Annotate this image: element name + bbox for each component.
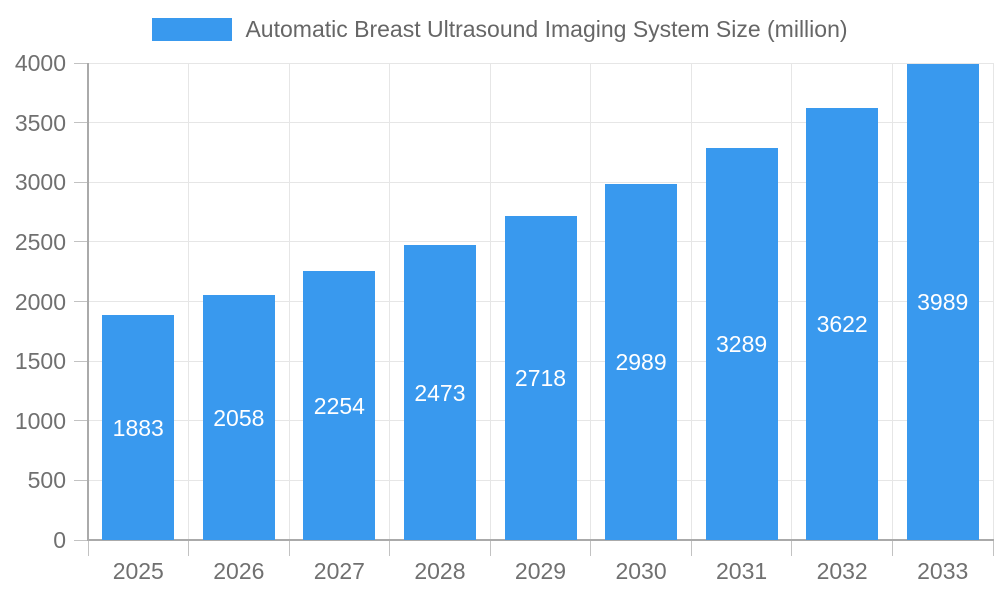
x-tick <box>288 540 290 556</box>
x-gridline <box>690 63 692 540</box>
x-tick <box>188 540 190 556</box>
y-axis-line <box>87 63 89 541</box>
x-tick <box>87 540 89 556</box>
y-axis-label: 2000 <box>14 288 66 315</box>
bar-value-label: 2473 <box>414 379 466 406</box>
bar[interactable] <box>705 148 778 540</box>
y-axis-label: 4000 <box>14 50 66 76</box>
y-tick <box>74 181 88 183</box>
legend-swatch <box>152 18 233 41</box>
bar[interactable] <box>303 271 376 540</box>
bar[interactable] <box>906 64 979 540</box>
bar[interactable] <box>605 184 678 540</box>
x-tick <box>389 540 391 556</box>
y-axis-label: 3500 <box>14 109 66 136</box>
y-axis-label: 3000 <box>14 169 66 196</box>
y-gridline <box>88 181 993 183</box>
bar-value-label: 2058 <box>213 404 265 431</box>
legend-label: Automatic Breast Ultrasound Imaging Syst… <box>245 16 848 42</box>
bar[interactable] <box>806 108 879 540</box>
x-tick <box>590 540 592 556</box>
x-tick <box>791 540 793 556</box>
y-axis-label: 1000 <box>14 407 66 434</box>
bar[interactable] <box>403 245 476 540</box>
bar[interactable] <box>504 216 577 540</box>
x-axis-label: 2032 <box>816 558 868 584</box>
y-axis-label: 500 <box>27 467 66 494</box>
legend[interactable]: Automatic Breast Ultrasound Imaging Syst… <box>0 16 1000 43</box>
x-gridline <box>590 63 592 540</box>
bar-value-label: 3289 <box>716 331 768 357</box>
x-tick <box>489 540 491 556</box>
y-gridline <box>88 122 993 124</box>
x-axis-label: 2026 <box>213 558 265 584</box>
y-tick <box>74 62 88 64</box>
y-gridline <box>88 62 993 64</box>
x-axis-label: 2028 <box>414 558 466 584</box>
bar-value-label: 2254 <box>313 392 365 419</box>
y-tick <box>74 360 88 362</box>
x-axis-label: 2033 <box>917 558 969 584</box>
x-axis-label: 2029 <box>514 558 567 584</box>
bar-value-label: 3989 <box>917 289 969 315</box>
x-gridline <box>891 63 893 540</box>
x-gridline <box>489 63 491 540</box>
y-tick <box>74 301 88 302</box>
x-axis-label: 2031 <box>716 558 768 584</box>
x-tick <box>891 540 893 556</box>
bar-value-label: 1883 <box>112 414 164 441</box>
x-gridline <box>288 63 290 540</box>
x-gridline <box>389 63 391 540</box>
bar-value-label: 3622 <box>816 311 868 337</box>
y-tick <box>74 122 88 124</box>
x-axis-label: 2027 <box>313 558 365 584</box>
y-axis-label: 1500 <box>14 348 66 375</box>
y-tick <box>74 420 88 422</box>
bar-value-label: 2718 <box>514 365 567 391</box>
y-axis-label: 0 <box>53 527 66 553</box>
x-axis-label: 2025 <box>112 558 164 584</box>
bar-value-label: 2989 <box>615 349 667 375</box>
x-axis-line <box>87 539 994 541</box>
bar[interactable] <box>102 315 175 540</box>
y-tick <box>74 479 88 481</box>
plot-area: 0 500 1000 1500 2000 2500 3000 3500 4000 1883 2025… <box>15 50 994 584</box>
x-tick <box>690 540 692 556</box>
x-gridline <box>992 63 994 540</box>
y-tick <box>74 241 88 243</box>
bar[interactable] <box>202 295 275 540</box>
y-axis-label: 2500 <box>14 228 66 255</box>
x-gridline <box>188 63 190 540</box>
x-tick <box>992 540 994 556</box>
x-axis-label: 2030 <box>615 558 667 584</box>
x-gridline <box>791 63 793 540</box>
y-tick <box>74 539 88 541</box>
